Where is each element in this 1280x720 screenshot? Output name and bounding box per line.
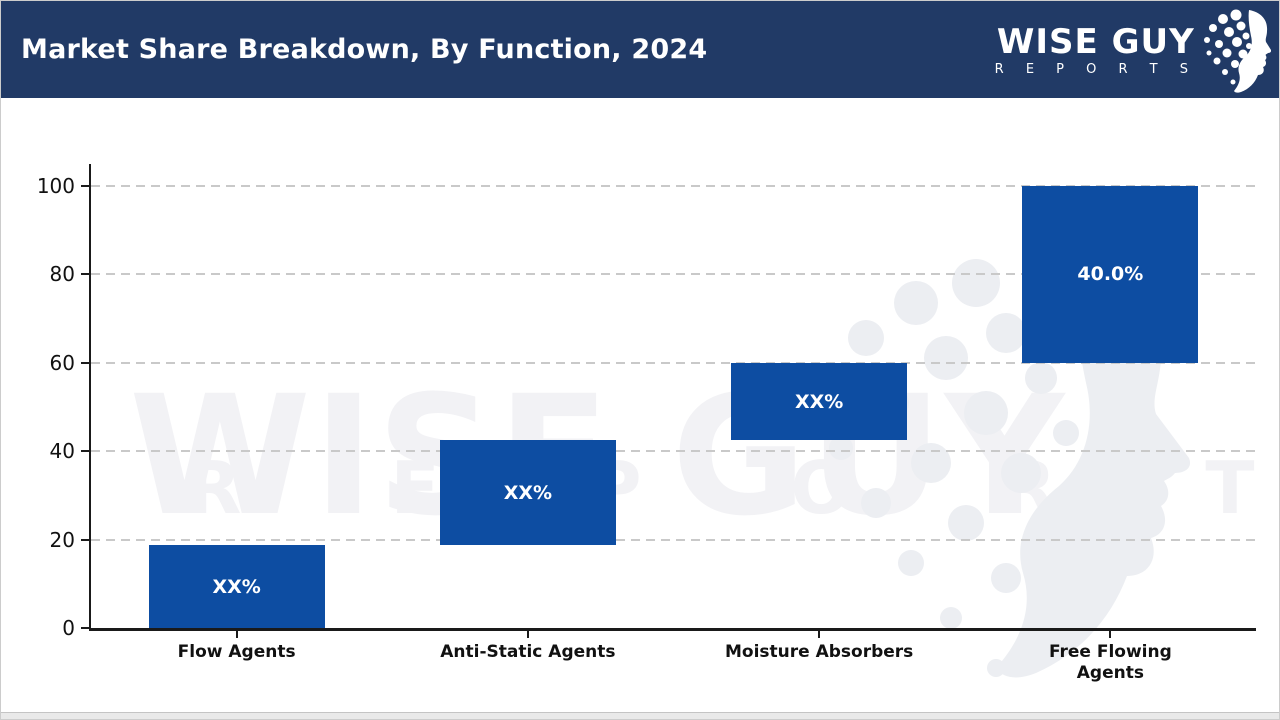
gridline bbox=[91, 450, 1256, 453]
gridline bbox=[91, 361, 1256, 364]
bar-value-label: XX% bbox=[212, 575, 261, 598]
x-tick-label: Moisture Absorbers bbox=[724, 642, 914, 662]
y-tick-label: 60 bbox=[49, 350, 75, 375]
bottom-strip bbox=[1, 712, 1279, 719]
logo-face-icon bbox=[1204, 9, 1271, 93]
y-tick-label: 100 bbox=[36, 174, 75, 199]
bar-value-label: XX% bbox=[503, 481, 553, 504]
y-tick-label: 0 bbox=[62, 616, 75, 640]
chart-title: Market Share Breakdown, By Function, 202… bbox=[21, 34, 708, 65]
bar-anti-static-agents: XX% bbox=[439, 440, 616, 546]
chart-region: WISE GUY R E P O R T S 020406080100XX%Fl… bbox=[1, 98, 1279, 715]
y-tick-mark bbox=[81, 361, 89, 364]
gridline bbox=[91, 538, 1256, 541]
logo-wordmark: WISE GUY bbox=[996, 21, 1195, 62]
bar-moisture-absorbers: XX% bbox=[731, 362, 908, 441]
bar-value-label: 40.0% bbox=[1077, 263, 1144, 286]
gridline bbox=[91, 185, 1256, 188]
x-tick-mark bbox=[1109, 631, 1112, 638]
y-tick-label: 40 bbox=[49, 439, 75, 464]
bar-free-flowing-agents: 40.0% bbox=[1022, 186, 1199, 363]
bar-value-label: XX% bbox=[794, 390, 844, 413]
header: Market Share Breakdown, By Function, 202… bbox=[1, 1, 1279, 98]
x-tick-mark bbox=[235, 631, 238, 638]
x-tick-label: Free Flowing Agents bbox=[1048, 642, 1172, 683]
wise-guy-logo: WISE GUY R E P O R T S bbox=[995, 5, 1271, 95]
x-tick-mark bbox=[526, 631, 529, 638]
y-tick-mark bbox=[81, 273, 89, 276]
y-tick-label: 80 bbox=[49, 262, 75, 287]
gridline bbox=[91, 273, 1256, 276]
y-tick-mark bbox=[81, 450, 89, 453]
x-tick-label: Anti-Static Agents bbox=[440, 642, 616, 662]
y-tick-label: 20 bbox=[49, 527, 75, 552]
x-tick-label: Flow Agents bbox=[177, 642, 296, 662]
bar-flow-agents: XX% bbox=[148, 545, 325, 628]
plot-area: 0 20 40 60 80 100 XX% Flow Agents XX% Anti-Static… bbox=[37, 164, 1256, 683]
x-tick-mark bbox=[818, 631, 821, 638]
y-tick-mark bbox=[81, 185, 89, 188]
y-tick-mark bbox=[81, 538, 89, 541]
y-tick-mark bbox=[81, 627, 89, 629]
logo-subtitle: R E P O R T S bbox=[994, 61, 1197, 77]
